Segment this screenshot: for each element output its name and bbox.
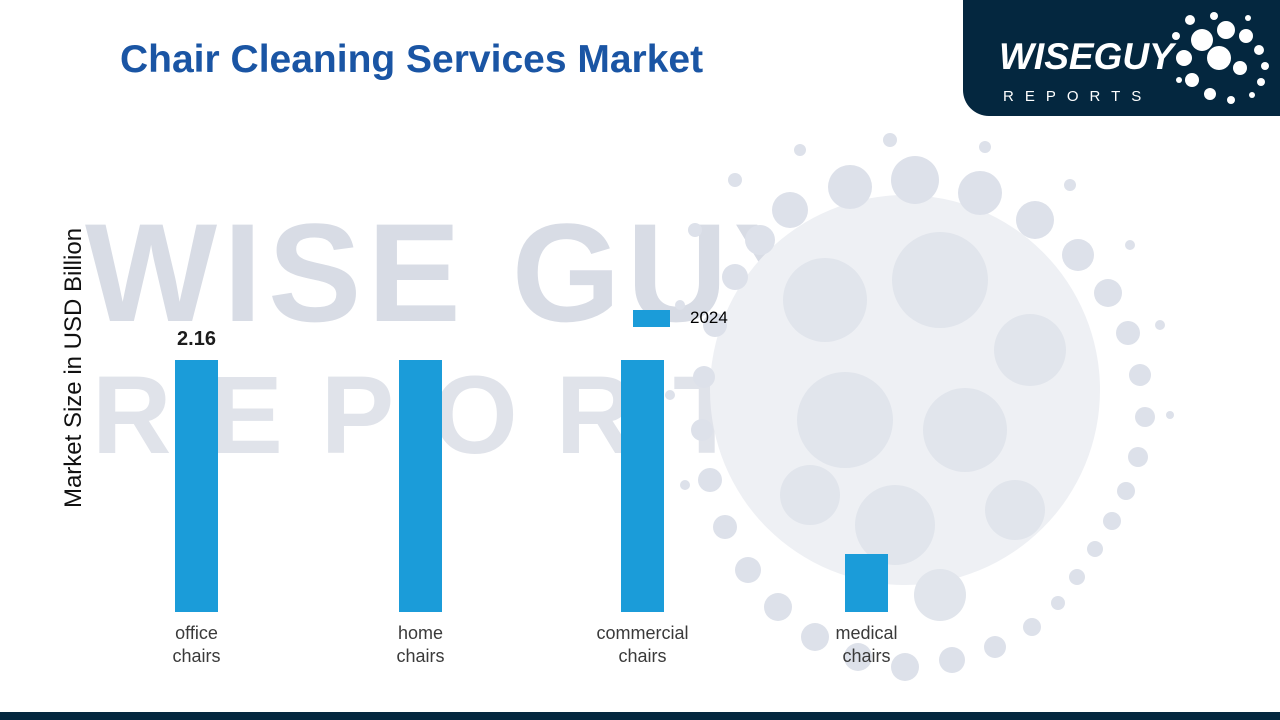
category-label-office-chairs: office chairs: [172, 623, 221, 667]
y-axis-label: Market Size in USD Billion: [60, 227, 87, 509]
wiseguy-head-watermark: [665, 133, 1174, 681]
category-label-medical-chairs: medical chairs: [835, 623, 898, 667]
bar-value-label-office-chairs: 2.16: [177, 328, 216, 350]
category-label-commercial-chairs: commercial chairs: [596, 623, 689, 667]
bar-office-chairs: [175, 360, 218, 612]
bar-home-chairs: [399, 360, 442, 612]
wiseguy-reports-logo: WISEGUY REPORTS: [963, 0, 1280, 116]
logo-wiseguy-text: WISEGUY: [999, 36, 1174, 77]
footer-bar: [0, 712, 1280, 720]
page-title: Chair Cleaning Services Market: [120, 38, 704, 81]
legend-year-label: 2024: [690, 308, 728, 327]
logo-head-icon: [1172, 12, 1269, 104]
logo-reports-text: REPORTS: [1003, 88, 1153, 105]
bar-commercial-chairs: [621, 360, 664, 612]
bar-medical-chairs: [845, 554, 888, 612]
chart-legend: 2024: [633, 308, 728, 328]
legend-swatch: [633, 309, 670, 327]
category-label-home-chairs: home chairs: [396, 623, 445, 667]
